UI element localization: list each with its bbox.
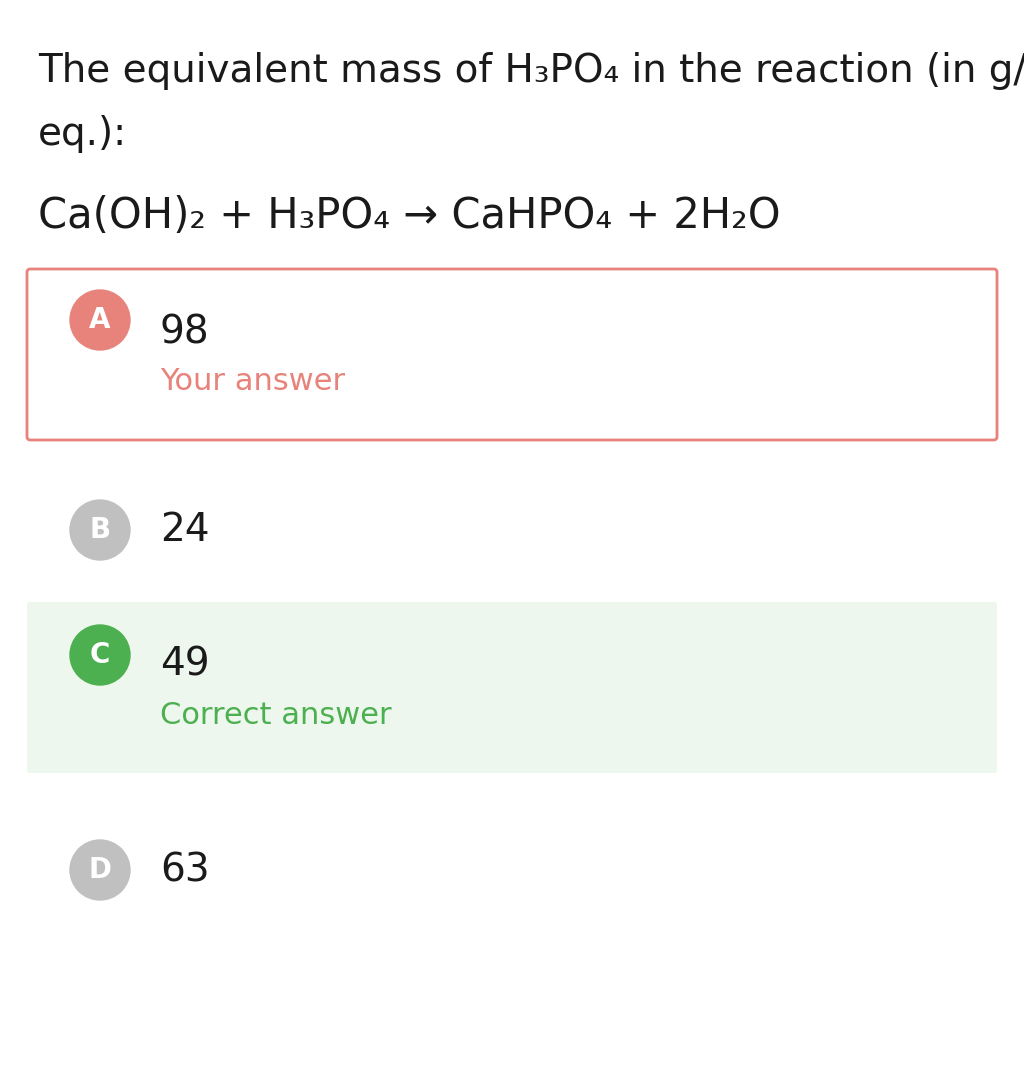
Circle shape: [70, 625, 130, 685]
Text: 24: 24: [160, 511, 210, 548]
Text: B: B: [89, 517, 111, 544]
Text: Your answer: Your answer: [160, 367, 345, 396]
Text: 63: 63: [160, 851, 210, 889]
Text: Ca(OH)₂ + H₃PO₄ → CaHPO₄ + 2H₂O: Ca(OH)₂ + H₃PO₄ → CaHPO₄ + 2H₂O: [38, 195, 780, 237]
Text: eq.):: eq.):: [38, 115, 127, 153]
Text: Correct answer: Correct answer: [160, 701, 391, 730]
Circle shape: [70, 840, 130, 900]
Text: The equivalent mass of H₃PO₄ in the reaction (in g/: The equivalent mass of H₃PO₄ in the reac…: [38, 52, 1024, 91]
Circle shape: [70, 290, 130, 350]
Text: D: D: [88, 856, 112, 884]
FancyBboxPatch shape: [27, 269, 997, 440]
Circle shape: [70, 499, 130, 560]
Text: C: C: [90, 641, 111, 669]
Text: 49: 49: [160, 646, 210, 684]
Text: A: A: [89, 306, 111, 334]
FancyBboxPatch shape: [27, 602, 997, 773]
Text: 98: 98: [160, 313, 210, 351]
